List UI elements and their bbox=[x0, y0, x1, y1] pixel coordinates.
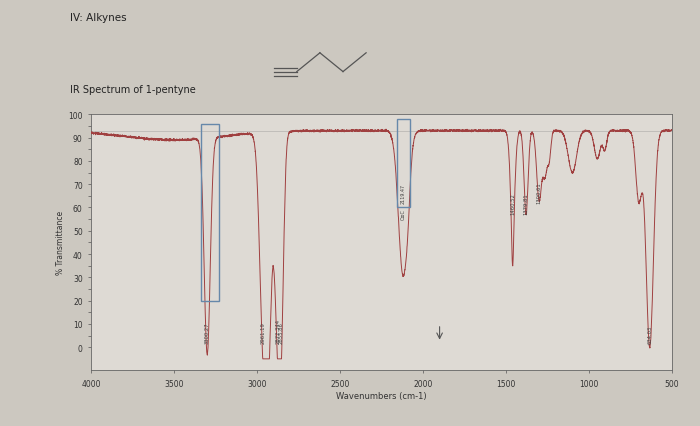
Text: C≡C: C≡C bbox=[400, 209, 405, 219]
Text: 634.03: 634.03 bbox=[648, 325, 652, 343]
Text: 1379.81: 1379.81 bbox=[524, 193, 528, 215]
Text: 2855.86: 2855.86 bbox=[279, 321, 284, 343]
Bar bbox=[201, 124, 219, 301]
Text: IV: Alkynes: IV: Alkynes bbox=[70, 13, 127, 23]
X-axis label: Wavenumbers (cm-1): Wavenumbers (cm-1) bbox=[336, 391, 427, 400]
Text: 1300.61: 1300.61 bbox=[537, 181, 542, 203]
Text: 2872.344: 2872.344 bbox=[276, 318, 281, 343]
Bar bbox=[398, 120, 410, 208]
Text: 2119.47: 2119.47 bbox=[400, 183, 405, 203]
Text: 3300.27: 3300.27 bbox=[204, 321, 210, 343]
Text: 1460.52: 1460.52 bbox=[510, 193, 515, 215]
Text: 2961.19: 2961.19 bbox=[261, 321, 266, 343]
Text: IR Spectrum of 1-pentyne: IR Spectrum of 1-pentyne bbox=[70, 85, 196, 95]
Y-axis label: % Transmittance: % Transmittance bbox=[57, 211, 65, 275]
